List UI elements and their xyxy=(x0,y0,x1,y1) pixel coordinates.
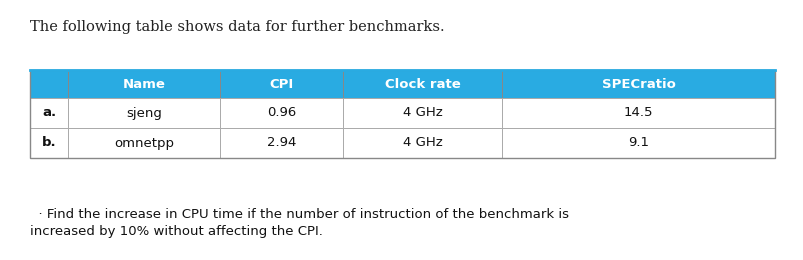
Bar xyxy=(343,128,501,158)
Text: omnetpp: omnetpp xyxy=(114,136,173,149)
Text: The following table shows data for further benchmarks.: The following table shows data for furth… xyxy=(30,20,444,34)
Bar xyxy=(68,98,220,128)
Text: sjeng: sjeng xyxy=(126,107,161,120)
Bar xyxy=(220,128,343,158)
Text: Clock rate: Clock rate xyxy=(384,77,460,90)
Bar xyxy=(343,70,501,98)
Text: 9.1: 9.1 xyxy=(627,136,648,149)
Bar xyxy=(68,70,220,98)
Bar xyxy=(343,98,501,128)
Text: 14.5: 14.5 xyxy=(623,107,652,120)
Bar xyxy=(30,128,68,158)
Text: 4 GHz: 4 GHz xyxy=(402,107,442,120)
Text: Name: Name xyxy=(122,77,165,90)
Bar xyxy=(501,98,774,128)
Text: 0.96: 0.96 xyxy=(267,107,296,120)
Text: 2.94: 2.94 xyxy=(267,136,296,149)
Bar xyxy=(68,128,220,158)
Text: 4 GHz: 4 GHz xyxy=(402,136,442,149)
Text: increased by 10% without affecting the CPI.: increased by 10% without affecting the C… xyxy=(30,225,323,238)
Bar xyxy=(30,70,774,158)
Bar xyxy=(30,70,68,98)
Bar xyxy=(501,70,774,98)
Bar xyxy=(220,70,343,98)
Text: CPI: CPI xyxy=(269,77,293,90)
Text: SPECratio: SPECratio xyxy=(601,77,675,90)
Text: b.: b. xyxy=(42,136,56,149)
Bar xyxy=(30,98,68,128)
Bar xyxy=(220,98,343,128)
Text: · Find the increase in CPU time if the number of instruction of the benchmark is: · Find the increase in CPU time if the n… xyxy=(30,208,569,221)
Text: a.: a. xyxy=(42,107,56,120)
Bar xyxy=(501,128,774,158)
